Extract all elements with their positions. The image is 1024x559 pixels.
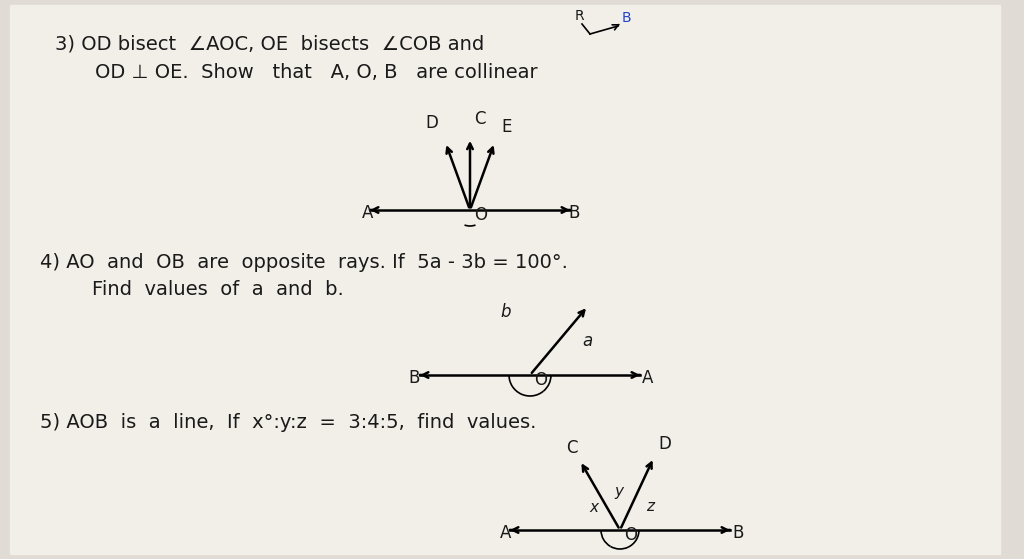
Text: D: D <box>425 115 438 132</box>
Text: B: B <box>568 204 580 222</box>
Text: E: E <box>502 119 512 136</box>
Text: 5) AOB  is  a  line,  If  x°:y:z  =  3:4:5,  find  values.: 5) AOB is a line, If x°:y:z = 3:4:5, fin… <box>40 413 537 432</box>
Text: D: D <box>658 435 672 453</box>
Text: Find  values  of  a  and  b.: Find values of a and b. <box>67 280 344 299</box>
Text: B: B <box>622 11 632 25</box>
Text: C: C <box>474 110 485 128</box>
Text: A: A <box>362 204 374 222</box>
Text: A: A <box>642 369 653 387</box>
Text: b: b <box>501 303 511 321</box>
Text: B: B <box>732 524 743 542</box>
Text: A: A <box>500 524 511 542</box>
Text: B: B <box>408 369 420 387</box>
Text: 3) OD bisect  ∠AOC, OE  bisects  ∠COB and: 3) OD bisect ∠AOC, OE bisects ∠COB and <box>55 35 484 54</box>
Text: O: O <box>474 206 487 224</box>
Text: y: y <box>614 484 624 499</box>
Text: R: R <box>575 9 585 23</box>
Text: a: a <box>582 331 592 350</box>
Text: C: C <box>566 439 578 457</box>
Text: O: O <box>534 371 547 389</box>
Text: O: O <box>624 526 637 544</box>
Text: OD ⊥ OE.  Show   that   A, O, B   are collinear: OD ⊥ OE. Show that A, O, B are collinear <box>70 63 538 82</box>
Text: 4) AO  and  OB  are  opposite  rays. If  5a - 3b = 100°.: 4) AO and OB are opposite rays. If 5a - … <box>40 253 568 272</box>
Text: x: x <box>590 500 599 515</box>
Text: z: z <box>645 499 653 514</box>
